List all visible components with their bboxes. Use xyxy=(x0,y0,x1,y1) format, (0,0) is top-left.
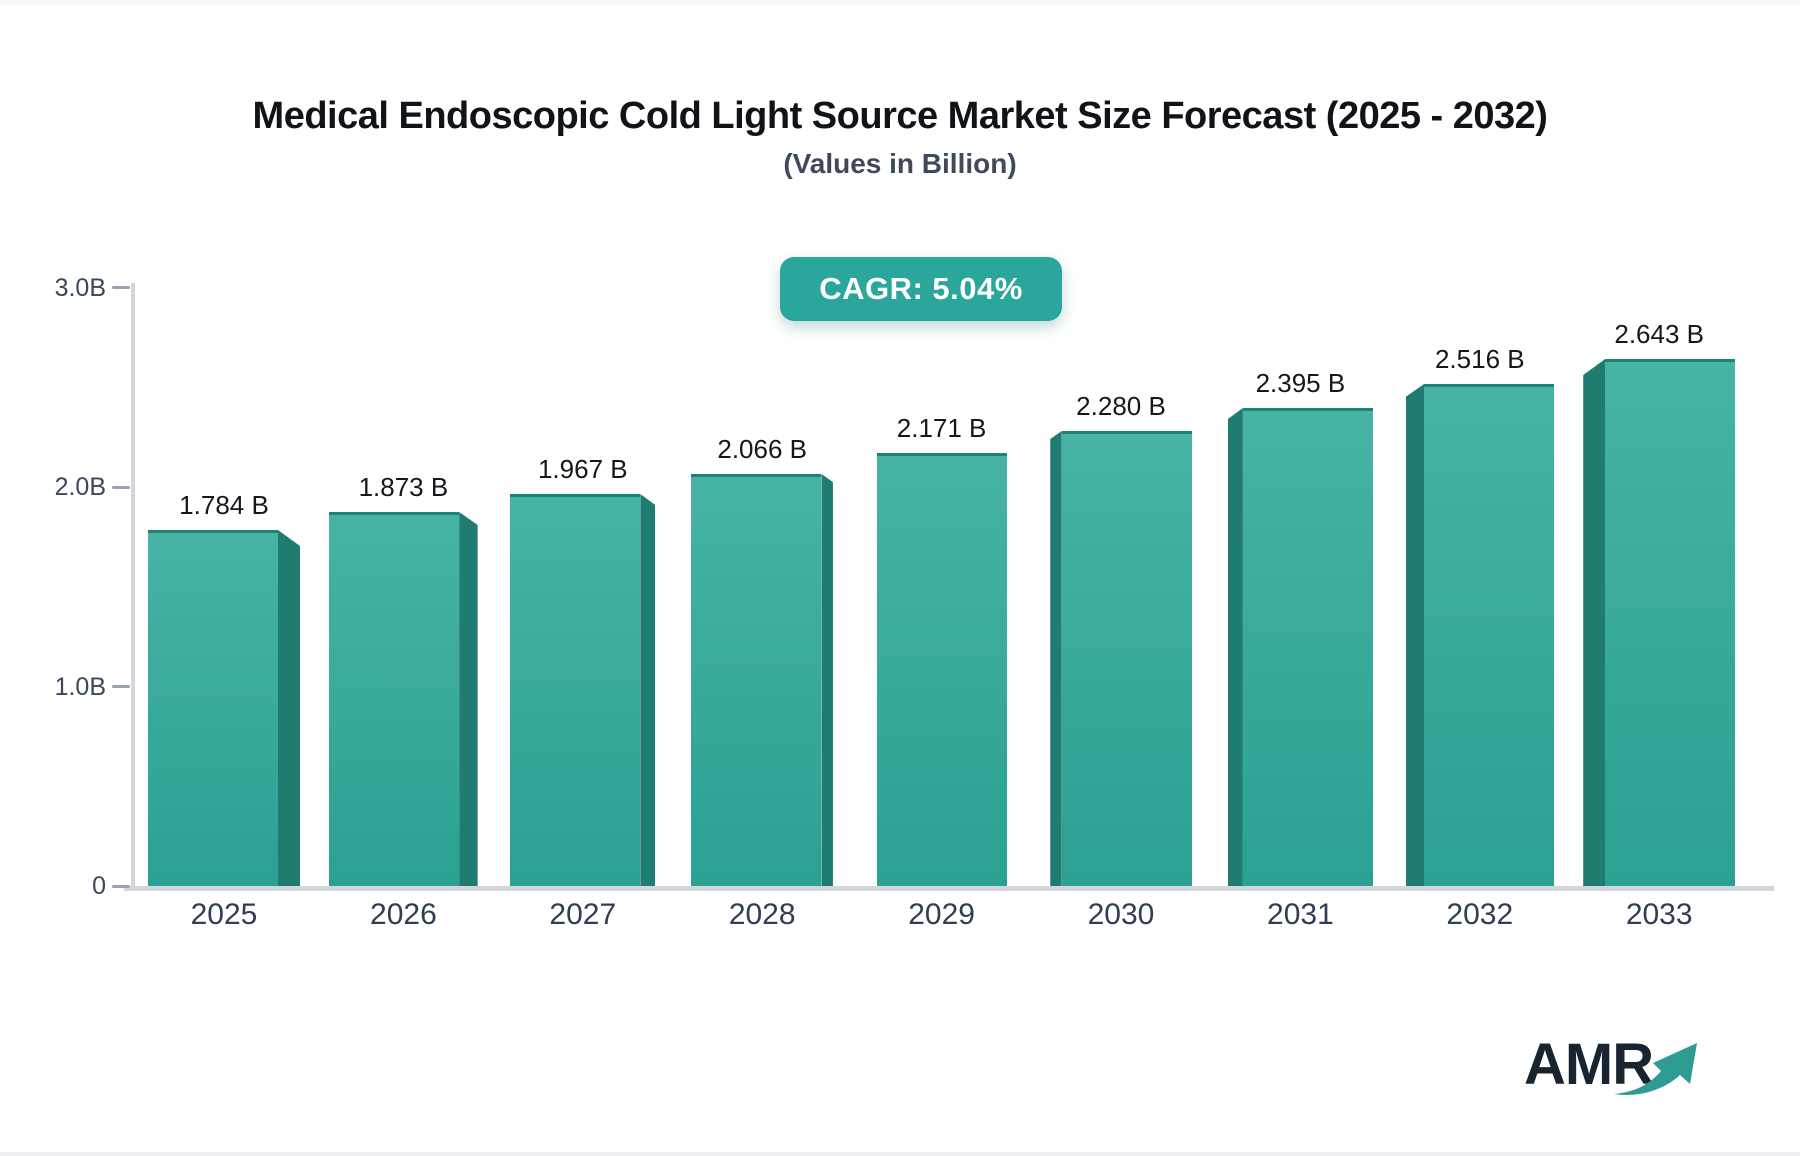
bar xyxy=(510,494,641,886)
bar xyxy=(1242,408,1373,886)
x-axis-label: 2026 xyxy=(370,898,437,931)
bar xyxy=(691,474,822,886)
y-tick-mark xyxy=(112,884,130,888)
y-tick-label: 1.0B xyxy=(54,672,106,701)
bar-side-face xyxy=(278,530,300,886)
bar xyxy=(329,512,460,886)
x-axis-label: 2031 xyxy=(1267,898,1334,931)
bottom-edge-strip xyxy=(0,1152,1800,1156)
amr-logo-text: AMR xyxy=(1524,1032,1654,1097)
bar-value-label: 2.171 B xyxy=(896,413,987,443)
x-axis-label: 2029 xyxy=(908,898,975,931)
cagr-badge-label: CAGR: 5.04% xyxy=(819,271,1023,306)
x-axis-baseline xyxy=(124,886,1774,891)
bar-value-label: 2.280 B xyxy=(1076,391,1166,421)
bar-value-label: 1.784 B xyxy=(179,490,269,520)
bar-side-face xyxy=(459,512,478,886)
bar-value-label: 2.643 B xyxy=(1614,319,1704,349)
bar-side-face xyxy=(1050,431,1062,886)
top-edge-strip xyxy=(0,0,1800,5)
cagr-badge: CAGR: 5.04% xyxy=(780,257,1062,321)
y-tick-mark xyxy=(112,685,130,688)
bar-side-face xyxy=(821,474,833,886)
x-axis-label: 2028 xyxy=(728,898,796,931)
x-axis-label: 2032 xyxy=(1446,898,1514,931)
chart-title: Medical Endoscopic Cold Light Source Mar… xyxy=(252,95,1548,137)
bar xyxy=(1061,431,1192,886)
x-axis-label: 2025 xyxy=(190,898,258,931)
bar-value-label: 2.066 B xyxy=(717,434,807,464)
bar xyxy=(148,530,278,886)
amr-logo: AMR xyxy=(1524,1030,1724,1110)
bar-value-label: 1.873 B xyxy=(358,472,449,502)
bar-side-face xyxy=(1583,359,1606,886)
bar-side-face xyxy=(1227,408,1243,886)
bar-value-label: 1.967 B xyxy=(537,454,628,484)
y-tick-mark xyxy=(112,485,130,489)
bar xyxy=(1605,359,1736,886)
y-tick-label: 0 xyxy=(92,872,106,900)
y-tick-mark xyxy=(112,286,130,289)
growth-arrow-icon xyxy=(1614,1043,1697,1095)
x-axis-label: 2030 xyxy=(1087,898,1155,931)
logo-arrow-path xyxy=(1614,1043,1697,1095)
bar-side-face xyxy=(1405,384,1425,886)
chart-subtitle: (Values in Billion) xyxy=(783,148,1017,179)
bar-value-label: 2.516 B xyxy=(1434,344,1525,374)
y-axis-line xyxy=(131,283,135,886)
x-axis-label: 2033 xyxy=(1625,898,1693,931)
bar-value-label: 2.395 B xyxy=(1255,368,1346,398)
y-tick-label: 3.0B xyxy=(54,273,106,302)
y-tick-label: 2.0B xyxy=(54,473,106,501)
bar xyxy=(1424,384,1555,886)
bar-side-face xyxy=(640,494,656,886)
bar xyxy=(876,453,1007,886)
x-axis-label: 2027 xyxy=(549,898,617,931)
